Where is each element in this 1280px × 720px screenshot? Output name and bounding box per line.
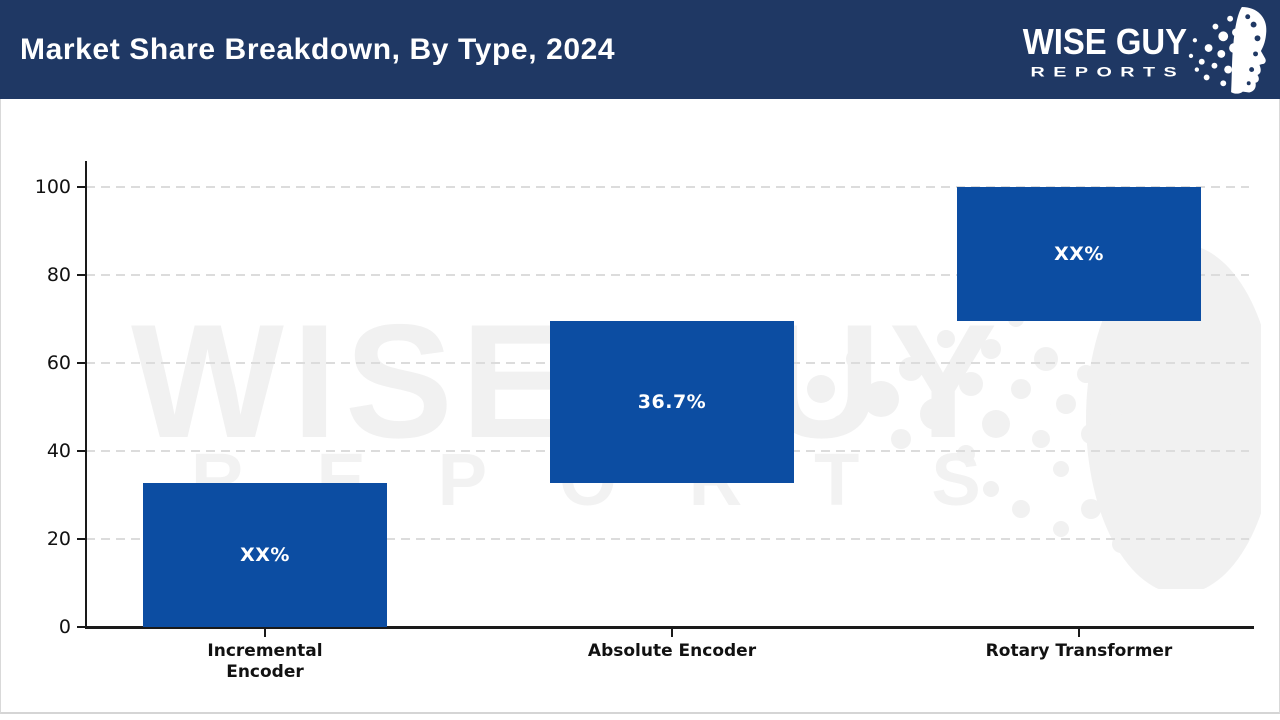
y-axis-tick-label: 20 xyxy=(46,528,71,550)
y-axis-tick xyxy=(77,186,86,188)
watermark-face-icon xyxy=(807,244,1261,589)
gridline xyxy=(86,538,1249,540)
y-axis-tick-label: 80 xyxy=(46,264,71,286)
x-category-label: Absolute Encoder xyxy=(587,641,757,661)
y-axis-tick-label: 0 xyxy=(58,616,71,638)
x-category-label: Rotary Transformer xyxy=(985,641,1173,661)
wise-guy-reports-logo: WISE GUY REPORTS xyxy=(1023,6,1267,94)
bar-chart: 0 20 40 60 80 100 XX% Incremental Encoder 36.7% Ab… xyxy=(1,99,1279,712)
x-axis-tick xyxy=(671,629,673,637)
y-axis-tick-label: 60 xyxy=(46,352,71,374)
bar-value-label: XX% xyxy=(1054,243,1104,266)
x-axis-tick xyxy=(264,629,266,637)
bar-segment: XX% xyxy=(957,187,1201,322)
x-category-label: Incremental Encoder xyxy=(207,641,323,682)
y-axis-tick-label: 40 xyxy=(46,440,71,462)
bar-segment: XX% xyxy=(143,482,387,627)
header-bar: Market Share Breakdown, By Type, 2024 WI… xyxy=(0,0,1280,99)
gridline xyxy=(86,186,1249,188)
chart-panel: WISE GUY REPORTS 020406080100XX%Incremen… xyxy=(0,99,1280,714)
gridline xyxy=(86,274,1249,276)
y-axis-tick-label: 100 xyxy=(34,176,71,198)
y-axis-line xyxy=(85,161,87,629)
logo-brand-text: WISE GUY xyxy=(1023,21,1187,62)
page-title: Market Share Breakdown, By Type, 2024 xyxy=(20,32,616,66)
logo-face-icon xyxy=(1188,6,1267,94)
bar-segment: 36.7% xyxy=(550,321,794,483)
x-axis-tick xyxy=(1078,629,1080,637)
y-axis-tick xyxy=(77,626,86,628)
x-axis-line xyxy=(85,626,1254,629)
y-axis-tick xyxy=(77,362,86,364)
bar-value-label: 36.7% xyxy=(637,390,707,413)
y-axis-tick xyxy=(77,274,86,276)
logo-brand-subtext: REPORTS xyxy=(1031,64,1186,79)
y-axis-tick xyxy=(77,450,86,452)
bar-value-label: XX% xyxy=(240,543,290,566)
y-axis-tick xyxy=(77,538,86,540)
